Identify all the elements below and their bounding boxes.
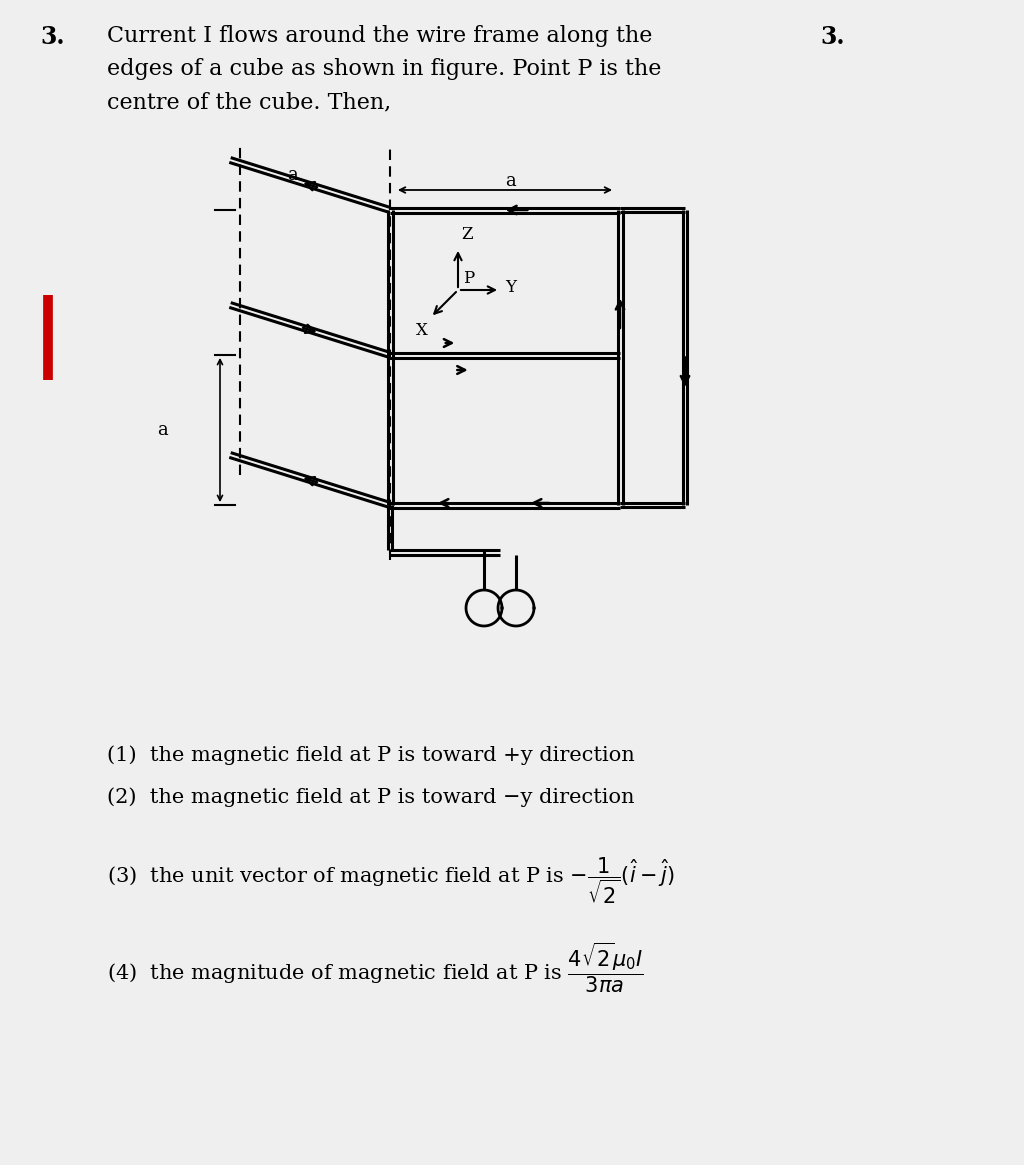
- Text: 3.: 3.: [40, 24, 65, 49]
- Text: (4)  the magnitude of magnetic field at P is $\dfrac{4\sqrt{2}\mu_0 I}{3\pi a}$: (4) the magnitude of magnetic field at P…: [106, 940, 643, 995]
- Text: a: a: [505, 172, 515, 190]
- Text: (3)  the unit vector of magnetic field at P is $-\dfrac{1}{\sqrt{2}}(\hat{i} - \: (3) the unit vector of magnetic field at…: [106, 855, 675, 906]
- Text: centre of the cube. Then,: centre of the cube. Then,: [106, 91, 391, 113]
- Text: Y: Y: [505, 280, 516, 297]
- Text: Current I flows around the wire frame along the: Current I flows around the wire frame al…: [106, 24, 652, 47]
- Text: X: X: [416, 323, 428, 339]
- Text: 3.: 3.: [820, 24, 845, 49]
- Text: edges of a cube as shown in figure. Point P is the: edges of a cube as shown in figure. Poin…: [106, 58, 662, 80]
- Text: P: P: [463, 270, 474, 287]
- Text: Z: Z: [461, 226, 472, 243]
- Text: (2)  the magnetic field at P is toward −y direction: (2) the magnetic field at P is toward −y…: [106, 788, 635, 806]
- Text: a: a: [158, 421, 168, 439]
- Text: (1)  the magnetic field at P is toward +y direction: (1) the magnetic field at P is toward +y…: [106, 744, 635, 764]
- Text: a: a: [288, 165, 298, 184]
